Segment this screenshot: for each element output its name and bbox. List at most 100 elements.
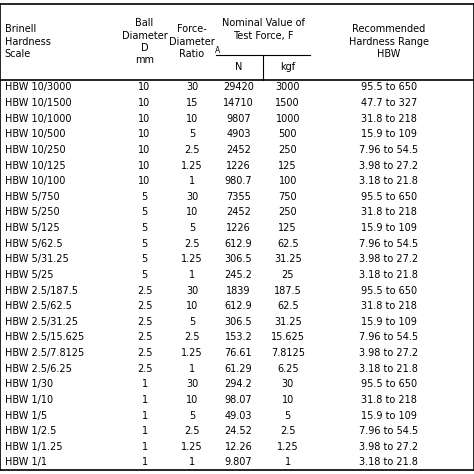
Text: 25: 25 (282, 270, 294, 280)
Text: 980.7: 980.7 (225, 176, 252, 186)
Text: 100: 100 (279, 176, 297, 186)
Text: HBW 1/5: HBW 1/5 (5, 410, 47, 420)
Text: 10: 10 (138, 114, 151, 124)
Text: 10: 10 (186, 208, 198, 218)
Text: 62.5: 62.5 (277, 239, 299, 249)
Text: 187.5: 187.5 (274, 285, 301, 296)
Text: 125: 125 (278, 161, 297, 171)
Text: 31.25: 31.25 (274, 254, 301, 264)
Text: HBW 2.5/6.25: HBW 2.5/6.25 (5, 364, 72, 374)
Text: 61.29: 61.29 (225, 364, 252, 374)
Text: 15: 15 (186, 98, 198, 108)
Text: 5: 5 (284, 410, 291, 420)
Text: 3.98 to 27.2: 3.98 to 27.2 (359, 348, 418, 358)
Text: kgf: kgf (280, 63, 295, 73)
Text: HBW 1/10: HBW 1/10 (5, 395, 53, 405)
Text: 5: 5 (189, 129, 195, 139)
Text: 14710: 14710 (223, 98, 254, 108)
Text: 1.25: 1.25 (181, 254, 203, 264)
Text: 31.8 to 218: 31.8 to 218 (361, 301, 417, 311)
Text: 1500: 1500 (275, 98, 300, 108)
Text: 306.5: 306.5 (225, 254, 252, 264)
Text: 7.96 to 54.5: 7.96 to 54.5 (359, 426, 418, 436)
Text: 95.5 to 650: 95.5 to 650 (361, 192, 417, 202)
Text: 62.5: 62.5 (277, 301, 299, 311)
Text: HBW 1/2.5: HBW 1/2.5 (5, 426, 56, 436)
Text: 1.25: 1.25 (181, 348, 203, 358)
Text: 2.5: 2.5 (137, 285, 152, 296)
Text: 15.625: 15.625 (271, 332, 305, 342)
Text: 3.18 to 21.8: 3.18 to 21.8 (359, 176, 418, 186)
Text: 1.25: 1.25 (181, 161, 203, 171)
Text: 2.5: 2.5 (184, 426, 200, 436)
Text: 3000: 3000 (275, 82, 300, 92)
Text: 95.5 to 650: 95.5 to 650 (361, 285, 417, 296)
Text: HBW 2.5/7.8125: HBW 2.5/7.8125 (5, 348, 84, 358)
Text: 2.5: 2.5 (137, 364, 152, 374)
Text: 250: 250 (278, 208, 297, 218)
Text: Recommended
Hardness Range
HBW: Recommended Hardness Range HBW (349, 24, 428, 59)
Text: 15.9 to 109: 15.9 to 109 (361, 410, 417, 420)
Text: Force-
Diameter
Ratio: Force- Diameter Ratio (169, 24, 215, 59)
Text: 125: 125 (278, 223, 297, 233)
Text: 10: 10 (138, 145, 151, 155)
Text: 6.25: 6.25 (277, 364, 299, 374)
Text: 31.8 to 218: 31.8 to 218 (361, 114, 417, 124)
Text: 31.8 to 218: 31.8 to 218 (361, 208, 417, 218)
Text: 10: 10 (138, 82, 151, 92)
Text: 2.5: 2.5 (137, 317, 152, 327)
Text: 1: 1 (142, 379, 147, 389)
Text: 10: 10 (138, 98, 151, 108)
Text: 47.7 to 327: 47.7 to 327 (361, 98, 417, 108)
Text: 5: 5 (189, 223, 195, 233)
Text: 1: 1 (142, 457, 147, 467)
Text: 1: 1 (142, 426, 147, 436)
Text: HBW 10/1500: HBW 10/1500 (5, 98, 72, 108)
Text: 10: 10 (138, 161, 151, 171)
Text: HBW 5/250: HBW 5/250 (5, 208, 59, 218)
Text: HBW 2.5/187.5: HBW 2.5/187.5 (5, 285, 78, 296)
Text: 2.5: 2.5 (137, 348, 152, 358)
Text: 2.5: 2.5 (137, 332, 152, 342)
Text: 7.96 to 54.5: 7.96 to 54.5 (359, 332, 418, 342)
Text: A: A (215, 46, 220, 55)
Text: HBW 1/1: HBW 1/1 (5, 457, 47, 467)
Text: HBW 5/25: HBW 5/25 (5, 270, 53, 280)
Text: 10: 10 (186, 114, 198, 124)
Text: 3.18 to 21.8: 3.18 to 21.8 (359, 364, 418, 374)
Text: 5: 5 (189, 317, 195, 327)
Text: HBW 2.5/31.25: HBW 2.5/31.25 (5, 317, 78, 327)
Text: 2.5: 2.5 (280, 426, 295, 436)
Text: 1: 1 (142, 395, 147, 405)
Text: HBW 1/30: HBW 1/30 (5, 379, 53, 389)
Text: Ball
Diameter
D
mm: Ball Diameter D mm (122, 18, 167, 65)
Text: HBW 10/3000: HBW 10/3000 (5, 82, 71, 92)
Text: 1: 1 (189, 364, 195, 374)
Text: 612.9: 612.9 (225, 239, 252, 249)
Text: 500: 500 (278, 129, 297, 139)
Text: 30: 30 (282, 379, 294, 389)
Text: 612.9: 612.9 (225, 301, 252, 311)
Text: HBW 10/100: HBW 10/100 (5, 176, 65, 186)
Text: 3.18 to 21.8: 3.18 to 21.8 (359, 457, 418, 467)
Text: 4903: 4903 (226, 129, 251, 139)
Text: 95.5 to 650: 95.5 to 650 (361, 379, 417, 389)
Text: 29420: 29420 (223, 82, 254, 92)
Text: HBW 2.5/62.5: HBW 2.5/62.5 (5, 301, 72, 311)
Text: HBW 2.5/15.625: HBW 2.5/15.625 (5, 332, 84, 342)
Text: 30: 30 (186, 82, 198, 92)
Text: 5: 5 (141, 254, 148, 264)
Text: 1: 1 (142, 442, 147, 452)
Text: HBW 10/125: HBW 10/125 (5, 161, 65, 171)
Text: 750: 750 (278, 192, 297, 202)
Text: 2.5: 2.5 (184, 145, 200, 155)
Text: HBW 5/750: HBW 5/750 (5, 192, 59, 202)
Text: 76.61: 76.61 (225, 348, 252, 358)
Text: 7.96 to 54.5: 7.96 to 54.5 (359, 145, 418, 155)
Text: 7355: 7355 (226, 192, 251, 202)
Text: 15.9 to 109: 15.9 to 109 (361, 129, 417, 139)
Text: 10: 10 (138, 129, 151, 139)
Text: Brinell
Hardness
Scale: Brinell Hardness Scale (5, 24, 51, 59)
Text: 95.5 to 650: 95.5 to 650 (361, 82, 417, 92)
Text: 1839: 1839 (226, 285, 251, 296)
